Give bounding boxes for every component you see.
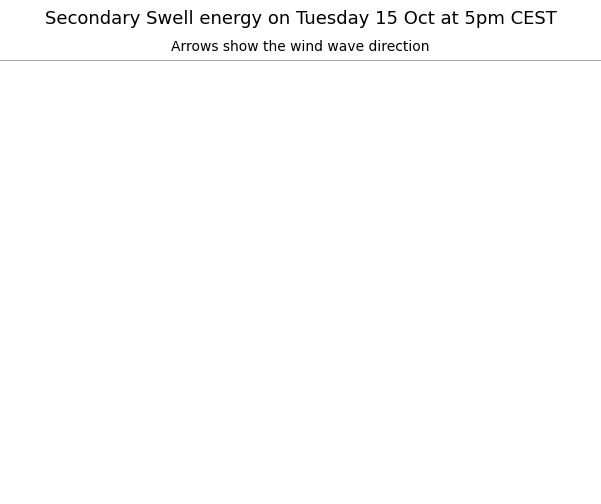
Text: Arrows show the wind wave direction: Arrows show the wind wave direction bbox=[171, 40, 430, 54]
Text: Secondary Swell energy on Tuesday 15 Oct at 5pm CEST: Secondary Swell energy on Tuesday 15 Oct… bbox=[44, 11, 557, 28]
Text: Error: No module named 'cartopy': Error: No module named 'cartopy' bbox=[206, 277, 395, 287]
